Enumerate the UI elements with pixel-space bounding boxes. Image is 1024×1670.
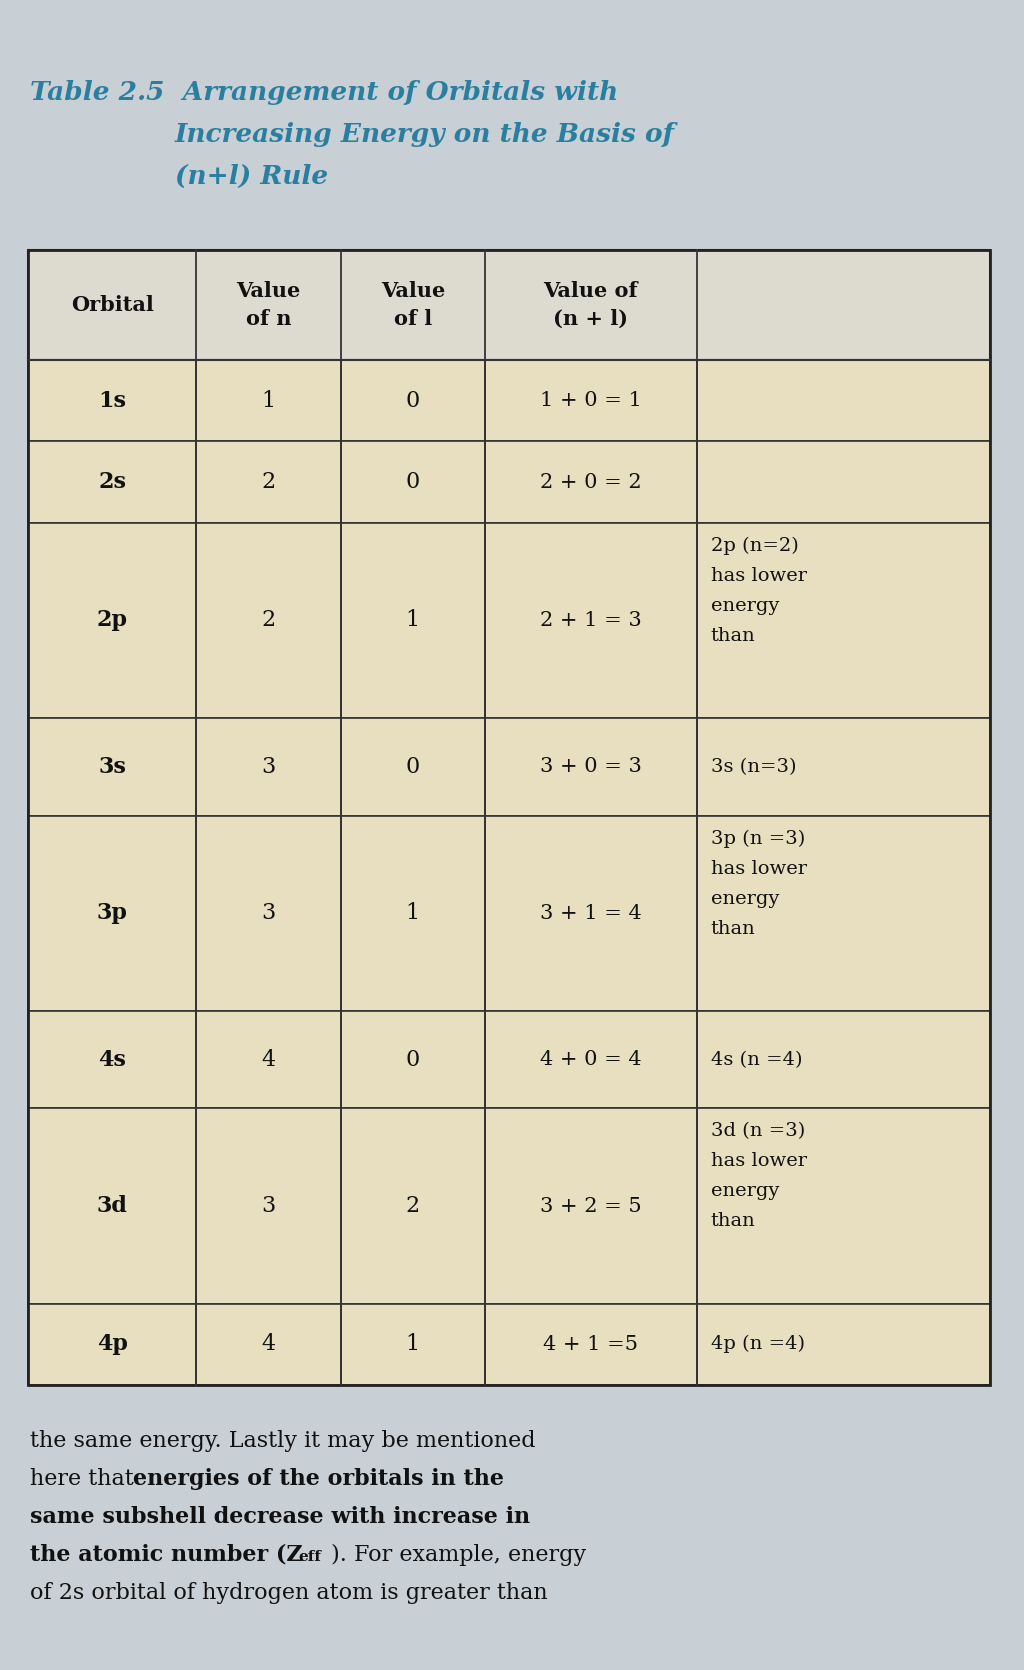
Text: 2: 2 xyxy=(261,610,275,631)
Text: 2: 2 xyxy=(406,1196,420,1217)
Text: 2p (n=2)
has lower
energy
than: 2p (n=2) has lower energy than xyxy=(711,536,807,645)
Bar xyxy=(696,718,990,815)
Text: 3p: 3p xyxy=(96,902,128,924)
Bar xyxy=(197,718,341,815)
Text: 1: 1 xyxy=(406,610,420,631)
Bar xyxy=(696,441,990,523)
Bar xyxy=(485,718,696,815)
Text: 3s (n=3): 3s (n=3) xyxy=(711,758,796,777)
Bar xyxy=(341,441,485,523)
Text: 0: 0 xyxy=(406,757,420,778)
Bar xyxy=(28,1010,197,1109)
Bar xyxy=(485,361,696,441)
Text: 2 + 0 = 2: 2 + 0 = 2 xyxy=(540,473,642,491)
Text: eff: eff xyxy=(298,1550,321,1565)
Text: 4: 4 xyxy=(261,1333,275,1356)
Text: Table 2.5  Arrangement of Orbitals with: Table 2.5 Arrangement of Orbitals with xyxy=(30,80,618,105)
Bar xyxy=(341,1109,485,1304)
Text: Value of
(n + l): Value of (n + l) xyxy=(544,281,638,329)
Text: same subshell decrease with increase in: same subshell decrease with increase in xyxy=(30,1506,530,1528)
Bar xyxy=(696,1109,990,1304)
Bar xyxy=(28,250,990,361)
Bar xyxy=(696,815,990,1010)
Bar xyxy=(696,1010,990,1109)
Text: of 2s orbital of hydrogen atom is greater than: of 2s orbital of hydrogen atom is greate… xyxy=(30,1581,548,1603)
Bar xyxy=(341,1304,485,1384)
Text: 2 + 1 = 3: 2 + 1 = 3 xyxy=(540,611,642,630)
Text: 3: 3 xyxy=(261,902,275,924)
Bar xyxy=(341,523,485,718)
Text: 0: 0 xyxy=(406,471,420,493)
Text: Orbital: Orbital xyxy=(71,296,154,316)
Text: 2: 2 xyxy=(261,471,275,493)
Text: 4: 4 xyxy=(261,1049,275,1070)
Text: 4 + 0 = 4: 4 + 0 = 4 xyxy=(540,1050,642,1069)
Text: 0: 0 xyxy=(406,389,420,412)
Bar xyxy=(197,1109,341,1304)
Text: 3: 3 xyxy=(261,1196,275,1217)
Text: 3p (n =3)
has lower
energy
than: 3p (n =3) has lower energy than xyxy=(711,830,807,937)
Bar xyxy=(341,1010,485,1109)
Bar xyxy=(696,523,990,718)
Text: 3 + 1 = 4: 3 + 1 = 4 xyxy=(540,903,642,922)
Text: 1: 1 xyxy=(406,902,420,924)
Bar xyxy=(485,1010,696,1109)
Text: Value
of n: Value of n xyxy=(237,281,301,329)
Bar xyxy=(28,361,197,441)
Bar xyxy=(28,815,197,1010)
Text: 1 + 0 = 1: 1 + 0 = 1 xyxy=(540,391,642,411)
Bar xyxy=(197,361,341,441)
Text: 4s: 4s xyxy=(98,1049,126,1070)
Bar xyxy=(485,1109,696,1304)
Bar xyxy=(28,1109,197,1304)
Text: 4 + 1 =5: 4 + 1 =5 xyxy=(544,1334,638,1354)
Text: Value
of l: Value of l xyxy=(381,281,444,329)
Text: 2p: 2p xyxy=(96,610,128,631)
Bar xyxy=(485,815,696,1010)
Text: 1s: 1s xyxy=(98,389,126,412)
Bar xyxy=(485,523,696,718)
Text: the atomic number (Z: the atomic number (Z xyxy=(30,1545,303,1566)
Text: 0: 0 xyxy=(406,1049,420,1070)
Text: 4s (n =4): 4s (n =4) xyxy=(711,1050,802,1069)
Bar xyxy=(696,1304,990,1384)
Text: the same energy. Lastly it may be mentioned: the same energy. Lastly it may be mentio… xyxy=(30,1430,536,1451)
Text: Increasing Energy on the Basis of: Increasing Energy on the Basis of xyxy=(175,122,675,147)
Bar xyxy=(341,718,485,815)
Text: 3 + 2 = 5: 3 + 2 = 5 xyxy=(540,1196,642,1216)
Bar xyxy=(28,1304,197,1384)
Text: 4p (n =4): 4p (n =4) xyxy=(711,1336,805,1353)
Bar xyxy=(485,1304,696,1384)
Text: 2s: 2s xyxy=(98,471,126,493)
Bar xyxy=(28,523,197,718)
Bar xyxy=(197,815,341,1010)
Bar xyxy=(197,1304,341,1384)
Text: energies of the orbitals in the: energies of the orbitals in the xyxy=(133,1468,504,1490)
Text: 3: 3 xyxy=(261,757,275,778)
Text: 4p: 4p xyxy=(96,1333,128,1356)
Text: 3s: 3s xyxy=(98,757,126,778)
Bar xyxy=(197,1010,341,1109)
Text: here that: here that xyxy=(30,1468,141,1490)
Bar xyxy=(28,718,197,815)
Bar xyxy=(485,441,696,523)
Bar xyxy=(197,523,341,718)
Text: 1: 1 xyxy=(261,389,275,412)
Bar xyxy=(341,361,485,441)
Bar xyxy=(696,361,990,441)
Bar xyxy=(341,815,485,1010)
Bar xyxy=(197,441,341,523)
Text: (n+l) Rule: (n+l) Rule xyxy=(175,164,328,189)
Bar xyxy=(28,250,990,1384)
Bar xyxy=(28,441,197,523)
Text: 3d: 3d xyxy=(96,1196,128,1217)
Text: 3d (n =3)
has lower
energy
than: 3d (n =3) has lower energy than xyxy=(711,1122,807,1231)
Text: ). For example, energy: ). For example, energy xyxy=(331,1545,586,1566)
Text: 3 + 0 = 3: 3 + 0 = 3 xyxy=(540,757,642,777)
Text: 1: 1 xyxy=(406,1333,420,1356)
